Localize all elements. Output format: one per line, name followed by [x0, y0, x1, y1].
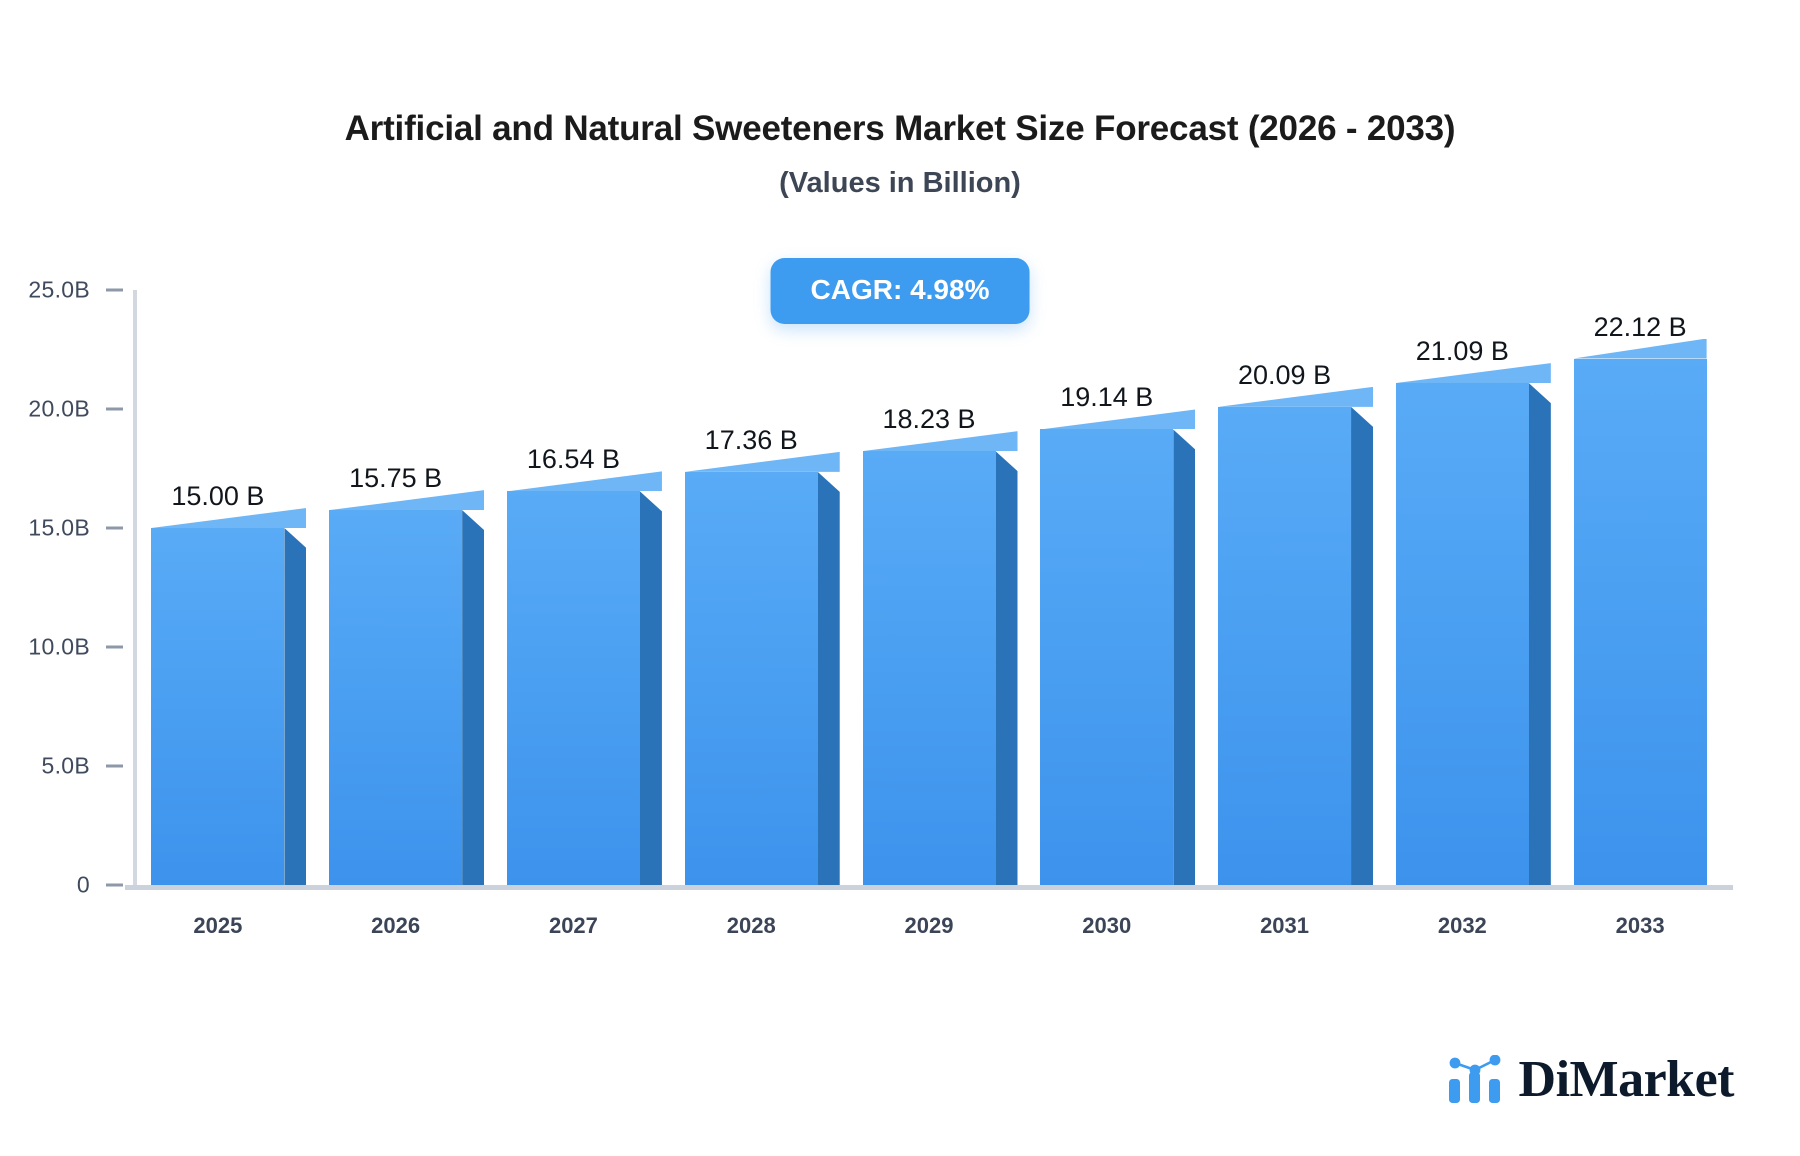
bar-front-face: [862, 451, 996, 885]
x-axis-category-label: 2030: [1082, 913, 1132, 938]
y-axis-tick-mark: [106, 526, 123, 530]
x-axis-category-label: 2032: [1437, 913, 1487, 938]
y-axis-tick-mark: [106, 764, 123, 768]
y-axis-line: [133, 290, 137, 885]
bar-group[interactable]: 21.09 B 2032: [1395, 336, 1551, 938]
x-axis-category-label: 2031: [1260, 913, 1310, 938]
y-axis-tick: 20.0B: [28, 396, 133, 423]
bar-group[interactable]: 16.54 B 2027: [506, 444, 662, 938]
bar-side-face: [1528, 383, 1551, 885]
y-axis-tick-label: 15.0B: [28, 514, 90, 541]
bar[interactable]: [1573, 338, 1707, 885]
y-axis-tick-mark: [106, 407, 123, 411]
y-axis-tick-mark: [106, 883, 123, 887]
bar-group[interactable]: 15.75 B 2026: [329, 463, 485, 938]
logo-text: DiMarket: [1518, 1051, 1735, 1108]
bar-group[interactable]: 20.09 B 2031: [1218, 360, 1374, 938]
bar[interactable]: [329, 490, 485, 885]
chart-subtitle: (Values in Billion): [779, 167, 1021, 199]
bar-front-face: [329, 510, 463, 885]
bar-chart-logo-icon: [1448, 1055, 1500, 1103]
bar-value-label: 22.12 B: [1593, 311, 1687, 342]
bar-front-face: [684, 471, 818, 885]
bar-front-face: [1573, 358, 1707, 885]
bar-side-face: [817, 471, 840, 885]
bar-side-face: [1173, 429, 1196, 885]
y-axis-tick-mark: [106, 288, 123, 292]
bar-group[interactable]: 17.36 B 2028: [684, 425, 840, 938]
bar-group[interactable]: 15.00 B 2025: [151, 481, 307, 938]
bar[interactable]: [862, 431, 1018, 885]
bar-side-face: [462, 510, 485, 885]
x-axis-line: [125, 885, 1733, 890]
title-block: Artificial and Natural Sweeteners Market…: [0, 108, 1800, 201]
bar[interactable]: [151, 508, 307, 885]
plot-area: 0 5.0B 10.0B 15.0B 20.0B 25.0B 15.00 B 2025 15.…: [28, 277, 1733, 938]
y-axis-tick-label: 10.0B: [28, 633, 90, 660]
y-axis-tick-mark: [106, 645, 123, 649]
page-title: Artificial and Natural Sweeteners Market…: [344, 109, 1456, 148]
bar-side-face: [284, 528, 307, 885]
bar-value-label: 17.36 B: [704, 424, 798, 455]
bar-value-label: 18.23 B: [882, 404, 976, 435]
bar-series: 15.00 B 2025 15.75 B 2026 16.54 B 2027 17.36 B…: [133, 290, 1733, 938]
bar-group[interactable]: 18.23 B 2029: [862, 404, 1018, 938]
bar-front-face: [1395, 383, 1529, 885]
x-axis-category-label: 2027: [548, 913, 598, 938]
bar[interactable]: [506, 471, 662, 885]
y-axis-tick: 25.0B: [28, 277, 133, 304]
bar[interactable]: [1040, 409, 1196, 885]
x-axis-category-label: 2025: [193, 913, 243, 938]
y-axis-tick: 5.0B: [41, 753, 133, 780]
bar-front-face: [1218, 406, 1352, 885]
y-axis-tick: 15.0B: [28, 515, 133, 542]
bar-value-label: 15.75 B: [349, 463, 443, 494]
bar[interactable]: [684, 451, 840, 885]
x-axis-category-label: 2029: [904, 913, 954, 938]
bar-side-face: [639, 491, 662, 885]
bar-front-face: [1040, 429, 1174, 885]
bar-value-label: 20.09 B: [1238, 359, 1332, 390]
bar-side-face: [1351, 406, 1374, 885]
x-axis-category-label: 2028: [726, 913, 776, 938]
y-axis-tick-label: 25.0B: [28, 276, 90, 303]
bar-group[interactable]: 19.14 B 2030: [1040, 382, 1196, 938]
brand-logo: DiMarket: [1447, 1051, 1735, 1108]
bar[interactable]: [1218, 386, 1374, 885]
y-axis-tick: 10.0B: [28, 634, 133, 661]
y-axis-tick-label: 5.0B: [41, 752, 90, 779]
cagr-badge: CAGR: 4.98%: [770, 258, 1030, 324]
bar-side-face: [995, 451, 1018, 885]
x-axis-category-label: 2033: [1615, 913, 1665, 938]
bar-front-face: [151, 528, 285, 885]
bar-value-label: 21.09 B: [1415, 336, 1509, 367]
y-axis-tick: 0: [77, 872, 133, 899]
y-axis-tick-label: 20.0B: [28, 395, 90, 422]
bar-front-face: [506, 491, 640, 885]
bar-value-label: 19.14 B: [1060, 382, 1154, 413]
x-axis-category-label: 2026: [371, 913, 421, 938]
bar-value-label: 15.00 B: [171, 481, 265, 511]
bar[interactable]: [1395, 363, 1551, 885]
bar-value-label: 16.54 B: [526, 444, 620, 475]
y-axis-tick-label: 0: [76, 871, 90, 898]
bar-group[interactable]: 22.12 B 2033: [1573, 312, 1707, 938]
